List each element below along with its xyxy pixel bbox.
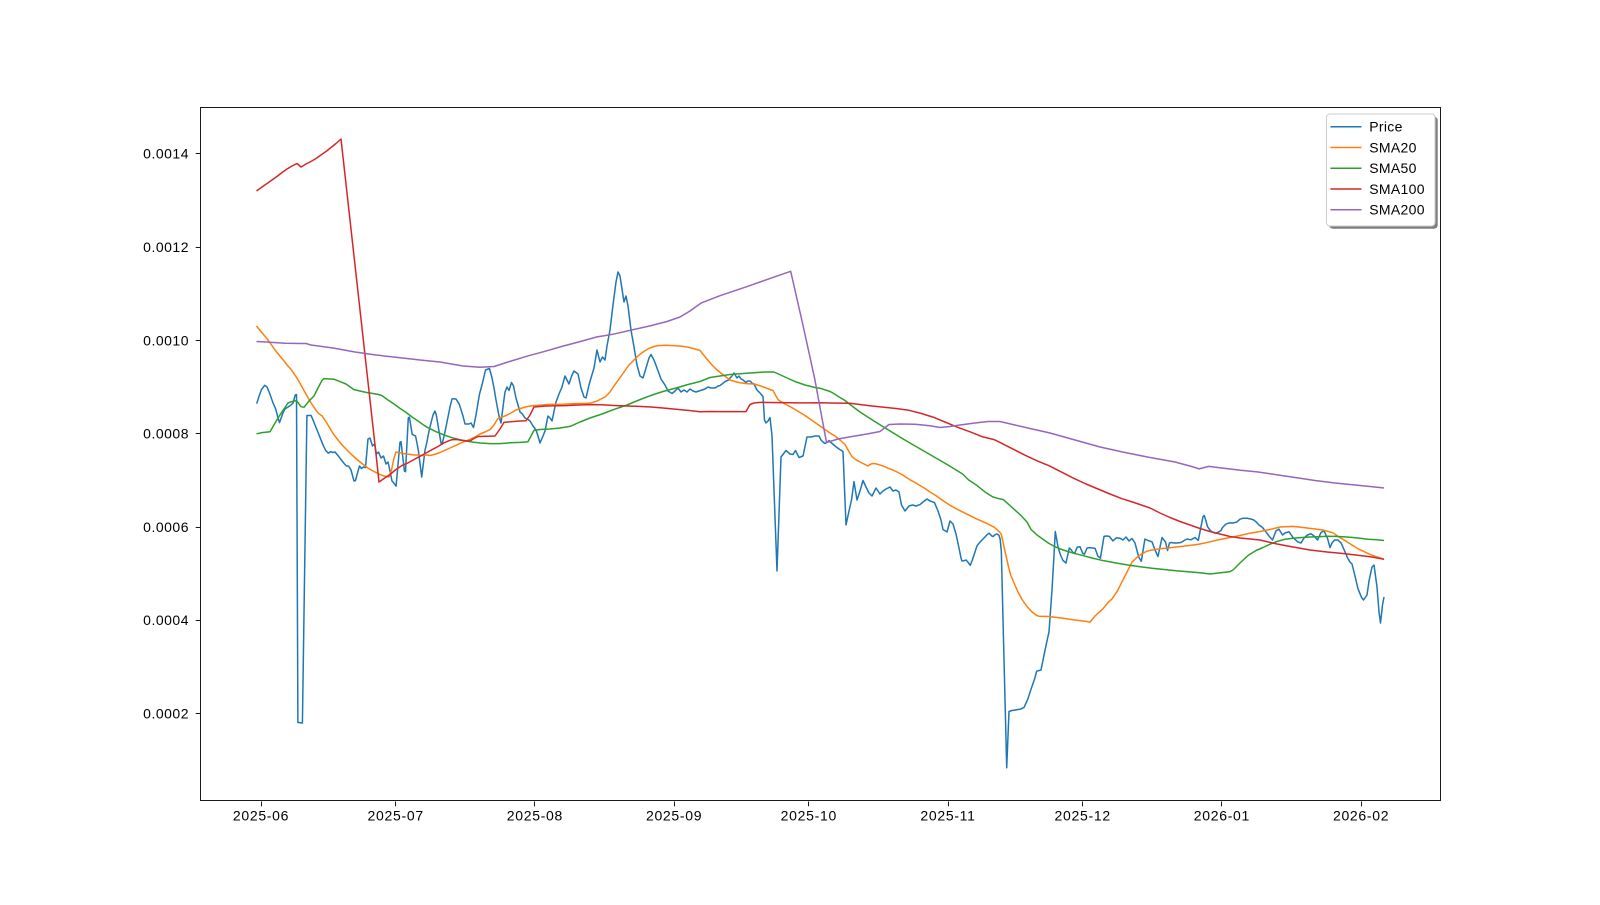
svg-text:0.0008: 0.0008 [143, 426, 189, 442]
svg-text:2026-02: 2026-02 [1333, 808, 1389, 824]
svg-text:2025-07: 2025-07 [368, 808, 424, 824]
svg-text:0.0014: 0.0014 [143, 146, 189, 162]
svg-text:2025-11: 2025-11 [920, 808, 975, 824]
svg-text:0.0002: 0.0002 [143, 706, 189, 722]
svg-text:0.0010: 0.0010 [143, 332, 189, 348]
svg-text:2026-01: 2026-01 [1194, 808, 1250, 824]
svg-text:0.0012: 0.0012 [143, 239, 189, 255]
svg-text:0.0006: 0.0006 [143, 519, 189, 535]
svg-text:SMA50: SMA50 [1369, 160, 1416, 176]
svg-text:2025-10: 2025-10 [781, 808, 837, 824]
svg-text:2025-06: 2025-06 [233, 808, 289, 824]
svg-text:2025-09: 2025-09 [646, 808, 702, 824]
svg-text:2025-08: 2025-08 [507, 808, 563, 824]
svg-text:SMA100: SMA100 [1369, 181, 1425, 197]
svg-text:0.0004: 0.0004 [143, 612, 189, 628]
svg-text:SMA20: SMA20 [1369, 139, 1416, 155]
svg-text:2025-12: 2025-12 [1055, 808, 1111, 824]
svg-text:Price: Price [1369, 119, 1402, 135]
svg-text:SMA200: SMA200 [1369, 202, 1425, 218]
